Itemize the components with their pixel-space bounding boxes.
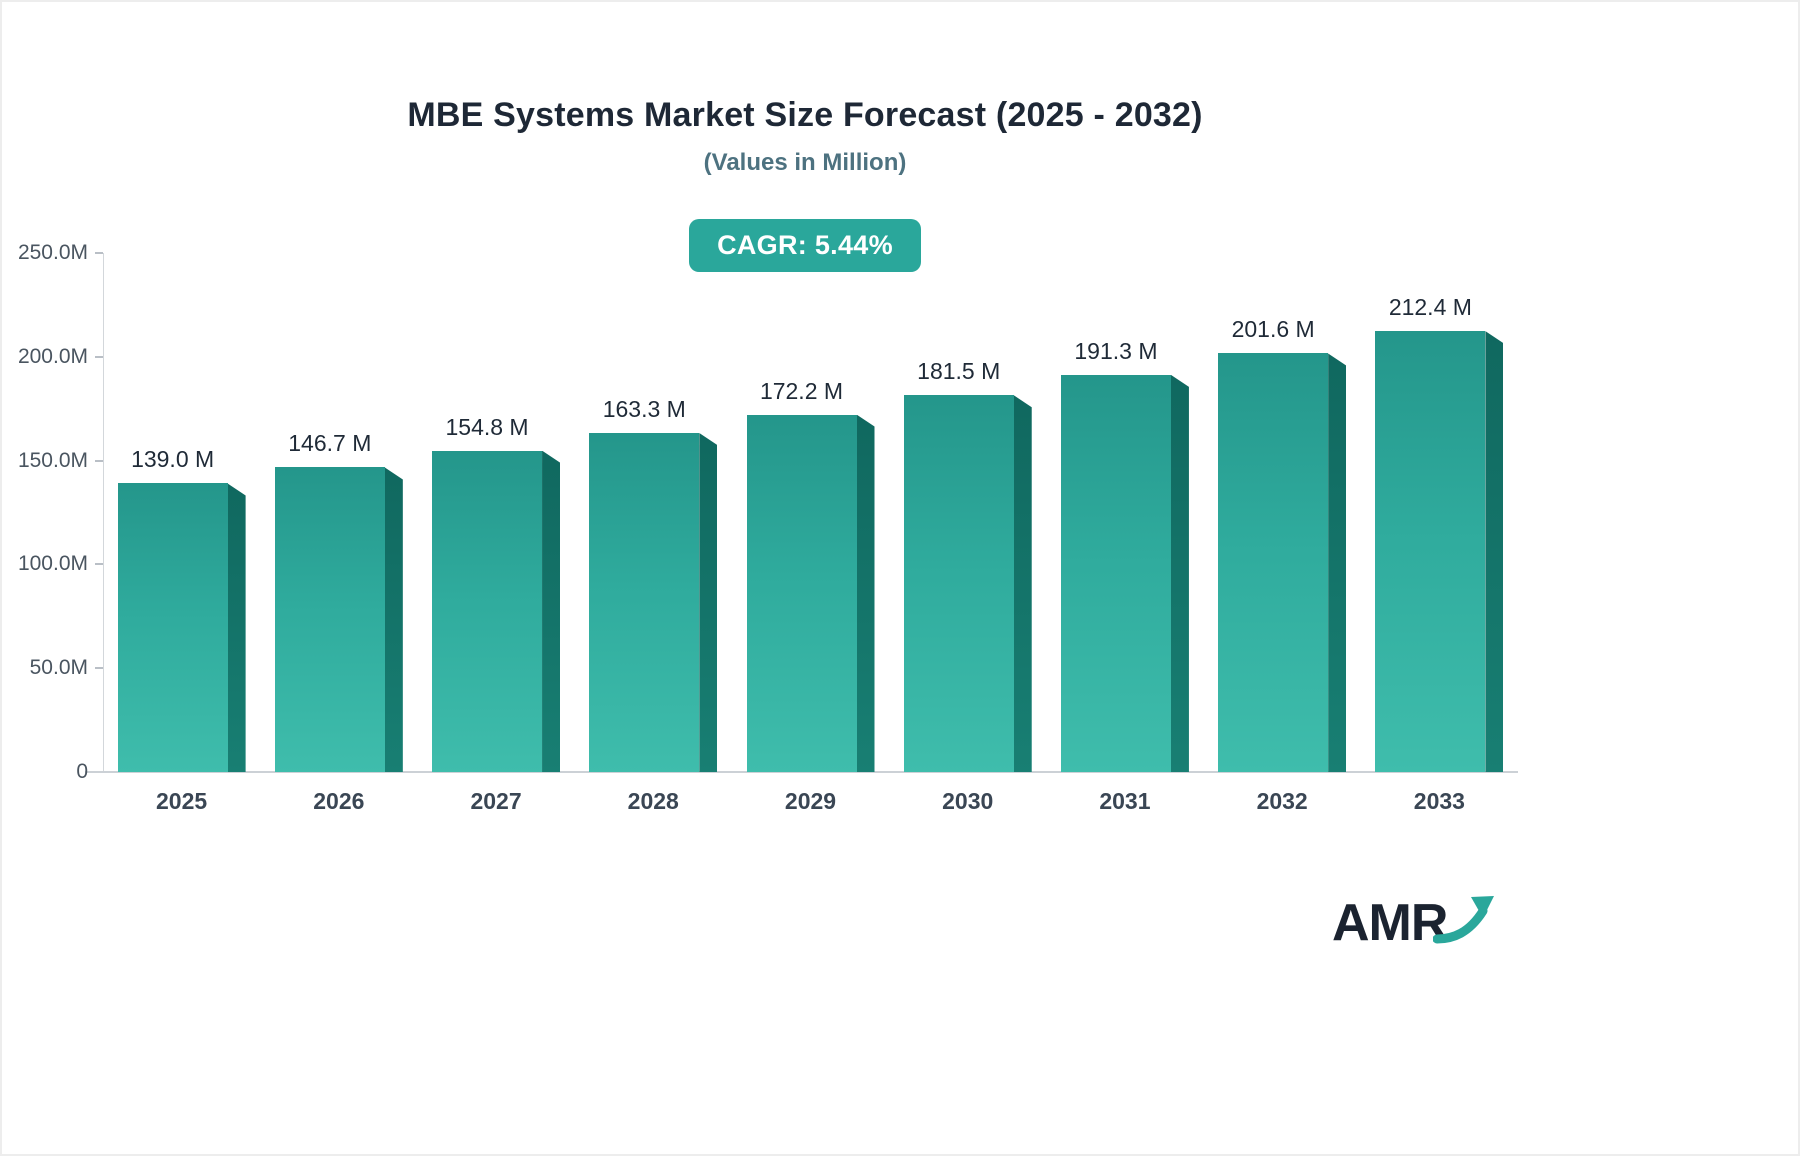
bar-group (746, 414, 875, 772)
x-axis-category-label: 2028 (627, 788, 679, 814)
x-axis-category-label: 2031 (1099, 788, 1151, 814)
y-axis-tick-mark (95, 563, 103, 566)
bar-value-label: 181.5 M (917, 358, 1001, 385)
x-axis-category-label: 2026 (313, 788, 365, 814)
bar-group (117, 483, 246, 772)
bar-value-label: 212.4 M (1388, 294, 1472, 321)
y-axis-tick-mark (95, 459, 103, 462)
bar-side-face (384, 467, 403, 772)
y-axis-line (103, 253, 104, 772)
bar-value-label: 172.2 M (759, 377, 844, 404)
y-axis-tick-mark (95, 667, 103, 670)
x-axis-category-label: 2029 (784, 788, 837, 814)
bar (1375, 331, 1486, 772)
bar (274, 467, 385, 772)
bar (117, 483, 228, 772)
bar-value-label: 139.0 M (131, 446, 215, 473)
x-axis-category-label: 2030 (942, 788, 994, 814)
plot-area: 250.0M 200.0M 150.0M 100.0M 50.0M 0 139.0 M 202… (18, 241, 1518, 814)
bar-group (903, 395, 1032, 772)
bar-group (274, 467, 403, 772)
bar (746, 414, 857, 772)
bar-group (1375, 331, 1504, 772)
bar-group (1218, 353, 1347, 772)
bar (432, 450, 543, 772)
cagr-badge: CAGR: 5.44% (689, 219, 921, 272)
bar (903, 395, 1014, 772)
chart-header: MBE Systems Market Size Forecast (2025 -… (0, 0, 1610, 272)
y-axis-tick-label: 250.0M (17, 241, 88, 264)
bar-value-label: 163.3 M (602, 396, 686, 422)
chart-subtitle: (Values in Million) (703, 149, 907, 176)
bar-side-face (227, 483, 246, 772)
x-axis-category-label: 2027 (470, 788, 522, 814)
bar (1218, 353, 1329, 772)
bar-group (589, 433, 718, 772)
bar-value-label: 201.6 M (1231, 316, 1315, 343)
bar-side-face (1485, 331, 1504, 772)
bar-group (1060, 374, 1189, 772)
x-axis-line (85, 771, 1518, 773)
bar-side-face (542, 450, 561, 772)
amr-logo: AMR (1332, 893, 1495, 953)
bar-value-label: 146.7 M (288, 430, 372, 457)
bar-side-face (856, 414, 875, 772)
x-axis-category-label: 2032 (1256, 788, 1308, 814)
bar (589, 433, 700, 772)
y-axis-tick-label: 50.0M (29, 656, 88, 680)
bar-value-label: 154.8 M (445, 413, 529, 440)
amr-logo-arrow-icon (1433, 896, 1495, 944)
y-axis-tick-mark (95, 252, 103, 254)
x-axis-category-label: 2033 (1413, 788, 1465, 814)
chart-title: MBE Systems Market Size Forecast (2025 -… (407, 96, 1203, 134)
y-axis-tick-label: 150.0M (17, 448, 88, 472)
bar-side-face (1328, 353, 1347, 772)
y-axis-tick-mark (95, 355, 103, 358)
y-axis-tick-label: 200.0M (17, 344, 88, 368)
bar-value-label: 191.3 M (1074, 337, 1158, 364)
bar-side-face (1013, 395, 1032, 772)
bar (1060, 374, 1171, 772)
amr-logo-text: AMR (1332, 894, 1448, 952)
bar-group (432, 450, 561, 772)
bar-side-face (1170, 374, 1189, 772)
y-axis-tick-label: 100.0M (17, 552, 88, 576)
x-axis-category-label: 2025 (156, 788, 208, 814)
y-axis-tick-label: 0 (76, 760, 88, 783)
bar-side-face (699, 433, 718, 772)
